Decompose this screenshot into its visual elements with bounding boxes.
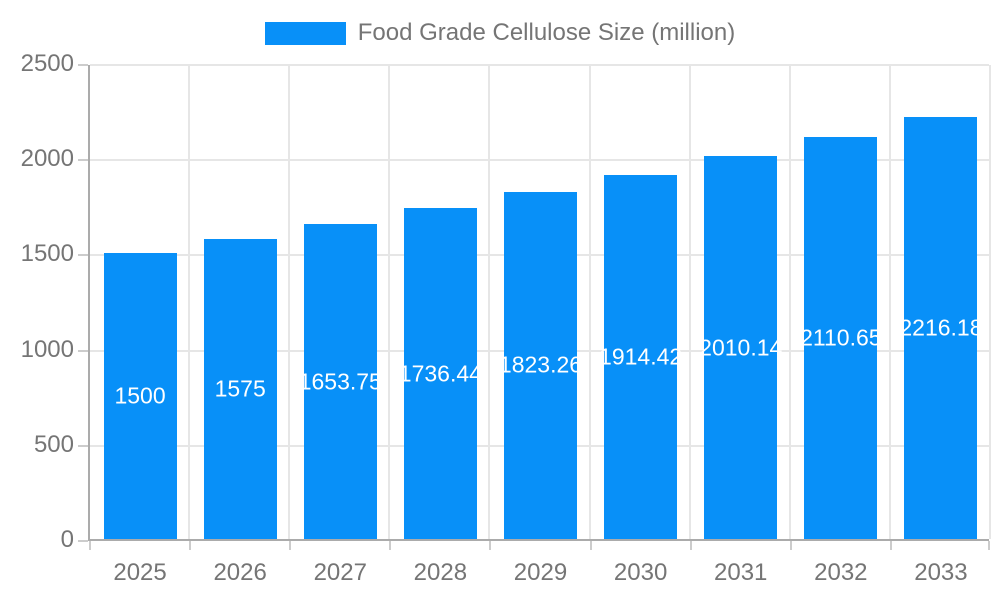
y-axis-label: 500 xyxy=(33,430,74,458)
gridline-vertical xyxy=(989,65,991,539)
gridline-vertical xyxy=(388,65,391,539)
x-axis-label: 2030 xyxy=(613,559,668,586)
gridline-horizontal xyxy=(90,159,989,162)
bar-value-label: 1653.75 xyxy=(298,368,382,395)
bar[interactable] xyxy=(203,239,277,539)
bar[interactable] xyxy=(804,137,878,539)
x-axis-tick xyxy=(389,541,392,550)
bar[interactable] xyxy=(904,117,978,539)
bar[interactable] xyxy=(504,191,577,539)
bar-value-label: 1914.42 xyxy=(599,343,683,370)
y-axis-tick xyxy=(78,444,88,447)
x-axis-label: 2033 xyxy=(914,559,968,586)
x-axis-label: 2032 xyxy=(814,559,868,586)
x-axis-tick xyxy=(689,541,692,550)
bar[interactable] xyxy=(704,156,778,539)
x-axis-tick xyxy=(889,541,892,550)
gridline-vertical xyxy=(488,65,491,539)
bar-value-label: 1575 xyxy=(214,375,266,402)
bar-value-label: 1736.44 xyxy=(398,360,482,387)
x-axis-tick xyxy=(789,541,792,550)
x-axis-tick xyxy=(189,541,192,550)
y-axis-tick xyxy=(78,254,88,257)
x-axis-label: 2026 xyxy=(213,559,267,586)
x-axis-label: 2027 xyxy=(313,559,367,586)
y-axis-label: 2000 xyxy=(20,145,74,173)
gridline-vertical xyxy=(188,65,191,539)
bar[interactable] xyxy=(403,208,477,539)
gridline-horizontal xyxy=(90,64,989,66)
gridline-vertical xyxy=(788,65,791,539)
plot-area: 0 500 1000 1500 2000 2500 1500 2025 1575 2026 1653… xyxy=(21,50,991,586)
gridline-vertical xyxy=(888,65,891,539)
y-axis-tick xyxy=(78,159,88,162)
bar[interactable] xyxy=(604,174,678,539)
y-axis-tick xyxy=(78,349,88,352)
y-axis-tick xyxy=(78,540,88,542)
y-axis-tick xyxy=(78,64,88,66)
gridline-vertical xyxy=(688,65,691,539)
x-axis-label: 2025 xyxy=(113,559,167,586)
x-axis-tick xyxy=(89,541,91,550)
bar-value-label: 2110.65 xyxy=(800,324,882,351)
y-axis-label: 1500 xyxy=(20,240,74,268)
bar-value-label: 2216.18 xyxy=(899,314,983,341)
x-axis-tick xyxy=(489,541,492,550)
legend-label: Food Grade Cellulose Size (million) xyxy=(357,19,736,46)
legend-swatch[interactable] xyxy=(264,21,346,45)
y-axis-label: 1000 xyxy=(20,335,74,363)
x-axis-tick xyxy=(589,541,592,550)
bar[interactable] xyxy=(103,253,177,539)
bar-value-label: 1500 xyxy=(114,382,166,409)
bar-value-label: 2010.14 xyxy=(699,334,783,361)
legend[interactable]: Food Grade Cellulose Size (million) xyxy=(0,19,1000,47)
x-axis-label: 2029 xyxy=(513,559,568,586)
gridline-vertical xyxy=(588,65,591,539)
y-axis-label: 0 xyxy=(60,526,74,553)
x-axis-label: 2028 xyxy=(413,559,468,586)
gridline-vertical xyxy=(288,65,291,539)
bar-value-label: 1823.26 xyxy=(498,351,583,378)
bar[interactable] xyxy=(303,224,377,539)
x-axis-label: 2031 xyxy=(714,559,768,586)
y-axis-label: 2500 xyxy=(20,50,74,77)
x-axis-tick xyxy=(289,541,292,550)
x-axis-tick xyxy=(988,541,990,550)
